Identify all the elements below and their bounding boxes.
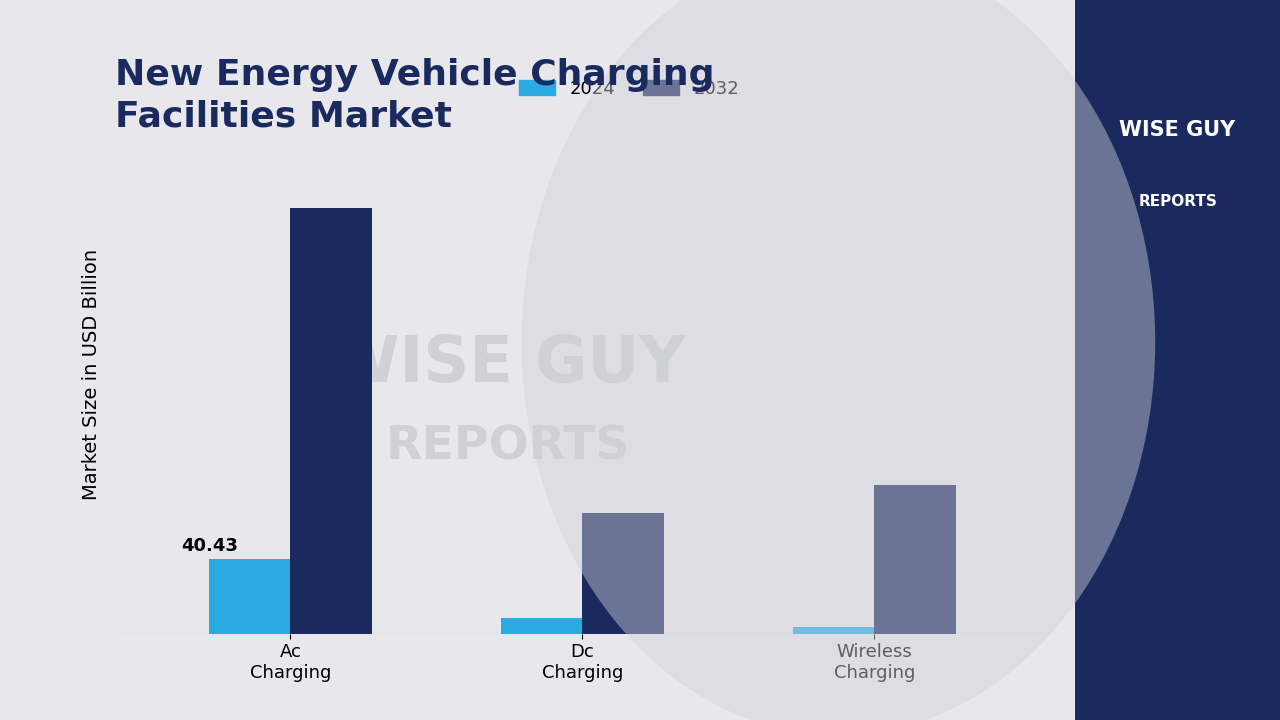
Text: WISE GUY: WISE GUY [1120, 120, 1235, 140]
Text: WISE GUY: WISE GUY [329, 333, 686, 395]
Y-axis label: Market Size in USD Billion: Market Size in USD Billion [82, 249, 101, 500]
Bar [291, 208, 372, 634]
Text: 40.43: 40.43 [180, 537, 238, 555]
Bar [582, 513, 664, 634]
Bar [500, 618, 582, 634]
Bar [792, 627, 874, 634]
Text: New Energy Vehicle Charging
Facilities Market: New Energy Vehicle Charging Facilities M… [115, 58, 714, 134]
Legend: 2024, 2032: 2024, 2032 [512, 73, 746, 105]
Bar [209, 559, 291, 634]
Bar [874, 485, 956, 634]
Text: REPORTS: REPORTS [385, 425, 630, 469]
Ellipse shape [522, 0, 1156, 720]
Text: REPORTS: REPORTS [1138, 194, 1217, 209]
